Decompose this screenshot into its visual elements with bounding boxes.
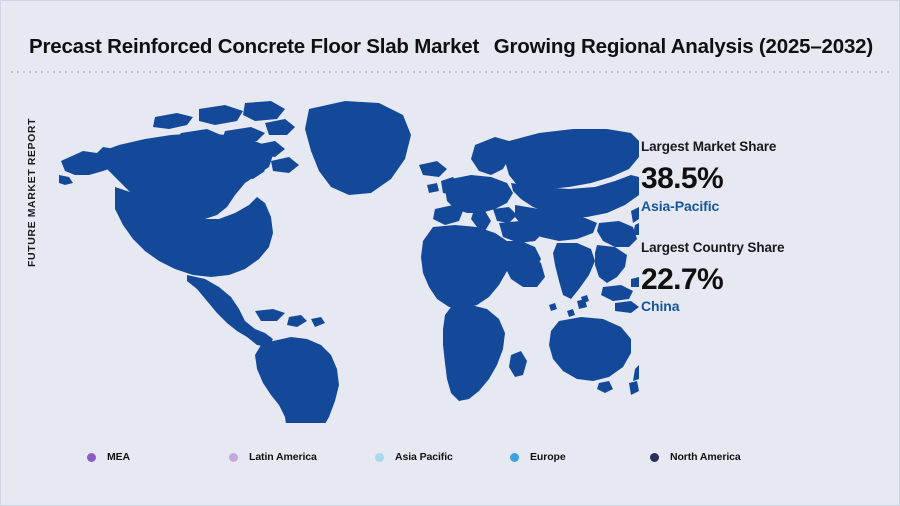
legend-color-swatch-icon	[510, 452, 519, 462]
title-stack: Precast Reinforced Concrete Floor Slab M…	[1, 1, 899, 73]
map-landmasses	[59, 101, 639, 423]
page-title-secondary: Growing Regional Analysis (2025–2032)	[493, 35, 873, 58]
stat-region: China	[641, 298, 680, 314]
legend-label: Europe	[530, 451, 566, 463]
brand-side-label: FUTURE MARKET REPORT	[26, 117, 38, 267]
title-divider	[11, 71, 891, 73]
legend-color-swatch-icon	[650, 452, 659, 462]
page-title-primary: Precast Reinforced Concrete Floor Slab M…	[29, 35, 480, 58]
world-map	[59, 83, 639, 423]
stat-block-country-share: Largest Country Share 22.7% China	[641, 240, 881, 315]
stat-region: Asia-Pacific	[641, 197, 720, 214]
legend-item-mea[interactable]: MEA	[87, 447, 130, 467]
legend-label: Asia Pacific	[395, 451, 453, 463]
stat-label: Largest Market Share	[641, 139, 777, 154]
stats-panel: Largest Market Share 38.5% Asia-Pacific …	[641, 139, 881, 340]
legend-color-swatch-icon	[229, 452, 238, 462]
legend-item-asia-pacific[interactable]: Asia Pacific	[375, 447, 453, 467]
legend-color-swatch-icon	[375, 452, 384, 462]
stat-value: 38.5%	[641, 162, 724, 195]
legend-label: MEA	[107, 451, 131, 463]
legend-item-europe[interactable]: Europe	[510, 447, 566, 467]
world-map-svg	[59, 101, 639, 423]
legend-item-latin-america[interactable]: Latin America	[229, 447, 317, 467]
stat-block-market-share: Largest Market Share 38.5% Asia-Pacific	[641, 139, 881, 214]
stat-value: 22.7%	[641, 262, 724, 296]
map-legend: MEA Latin America Asia Pacific Europe No…	[87, 447, 787, 467]
title-band: Precast Reinforced Concrete Floor Slab M…	[1, 1, 899, 73]
legend-color-swatch-icon	[87, 452, 96, 462]
legend-label: Latin America	[249, 451, 317, 463]
stat-label: Largest Country Share	[641, 239, 785, 255]
legend-label: North America	[670, 451, 741, 463]
legend-item-north-america[interactable]: North America	[650, 447, 741, 467]
